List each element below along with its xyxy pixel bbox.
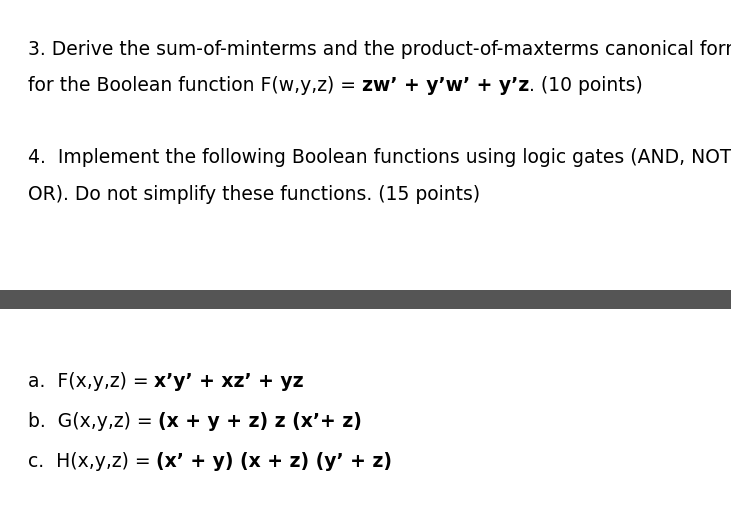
Text: b.  G(x,y,z) =: b. G(x,y,z) = — [28, 412, 159, 431]
Text: (x’ + y) (x + z) (y’ + z): (x’ + y) (x + z) (y’ + z) — [156, 452, 393, 471]
Text: 4.  Implement the following Boolean functions using logic gates (AND, NOT,: 4. Implement the following Boolean funct… — [28, 148, 731, 168]
Text: a.  F(x,y,z) =: a. F(x,y,z) = — [28, 372, 154, 392]
Text: 3. Derive the sum-of-minterms and the product-of-maxterms canonical forms: 3. Derive the sum-of-minterms and the pr… — [28, 40, 731, 59]
Text: . (10 points): . (10 points) — [529, 76, 643, 95]
Text: c.  H(x,y,z) =: c. H(x,y,z) = — [28, 452, 156, 471]
Text: x’y’ + xz’ + yz: x’y’ + xz’ + yz — [154, 372, 304, 392]
Text: (x + y + z) z (x’+ z): (x + y + z) z (x’+ z) — [159, 412, 363, 431]
Bar — [0, 290, 731, 309]
Text: zw’ + y’w’ + y’z: zw’ + y’w’ + y’z — [362, 76, 529, 95]
Text: OR). Do not simplify these functions. (15 points): OR). Do not simplify these functions. (1… — [28, 185, 480, 204]
Text: for the Boolean function F(w,y,z) =: for the Boolean function F(w,y,z) = — [28, 76, 362, 95]
